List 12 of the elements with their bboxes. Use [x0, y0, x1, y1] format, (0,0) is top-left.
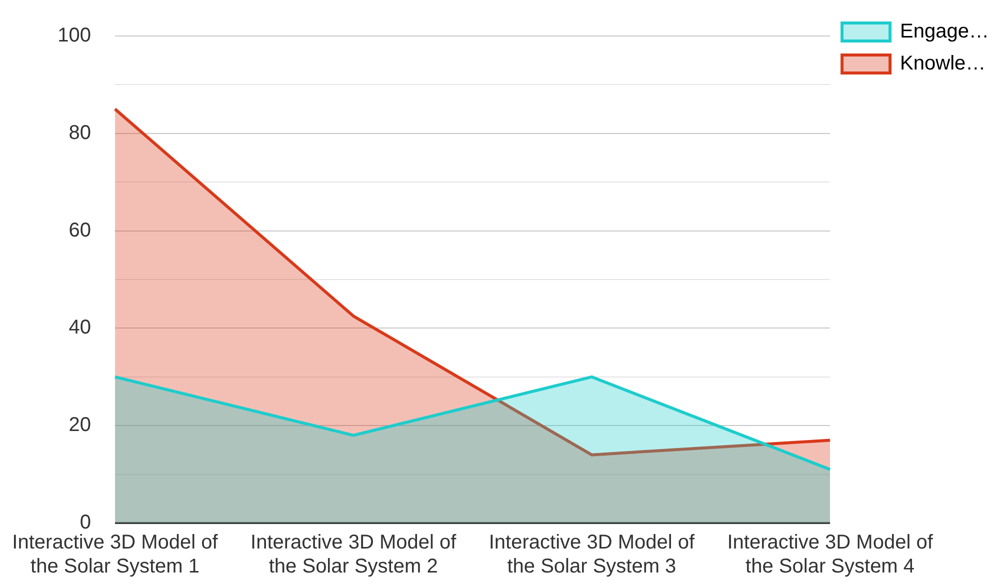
y-tick-label: 0	[80, 512, 91, 534]
y-tick-label: 60	[68, 219, 91, 242]
x-tick-label: Interactive 3D Model of the Solar System 2	[250, 532, 457, 578]
x-tick-label: Interactive 3D Model of the Solar System 4	[727, 532, 934, 578]
y-tick-label: 20	[68, 414, 91, 436]
legend-label: Knowle…	[900, 52, 986, 75]
y-tick-label: 100	[58, 24, 91, 47]
x-tick-label: Interactive 3D Model of the Solar System 1	[12, 532, 218, 578]
y-tick-label: 80	[68, 122, 91, 144]
x-tick-label: Interactive 3D Model of the Solar System 3	[488, 532, 695, 578]
legend-label: Engage…	[900, 20, 990, 43]
y-tick-label: 40	[68, 316, 91, 339]
